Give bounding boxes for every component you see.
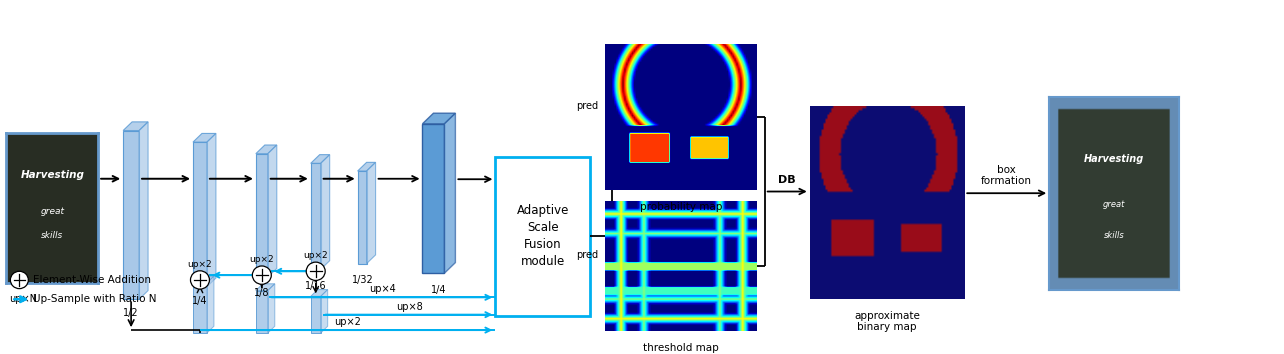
Polygon shape <box>422 124 444 273</box>
Polygon shape <box>139 122 148 299</box>
Polygon shape <box>193 133 216 142</box>
Polygon shape <box>256 154 268 277</box>
Polygon shape <box>444 113 456 273</box>
Text: DB: DB <box>778 175 796 185</box>
Text: 1/32: 1/32 <box>352 275 374 285</box>
Polygon shape <box>268 145 277 277</box>
Polygon shape <box>256 291 268 333</box>
Polygon shape <box>193 276 214 283</box>
Polygon shape <box>358 162 376 171</box>
Text: up×2: up×2 <box>303 251 327 260</box>
Text: 1/4: 1/4 <box>430 285 447 295</box>
Circle shape <box>10 271 28 289</box>
Polygon shape <box>311 163 321 269</box>
Polygon shape <box>358 171 367 264</box>
Text: box
formation: box formation <box>981 165 1032 187</box>
Polygon shape <box>268 284 275 333</box>
Text: pred: pred <box>577 101 598 111</box>
Circle shape <box>253 266 271 284</box>
Text: 1/16: 1/16 <box>304 281 326 291</box>
Text: up×2: up×2 <box>334 317 361 327</box>
Polygon shape <box>256 145 277 154</box>
Text: 1/2: 1/2 <box>123 308 139 318</box>
Text: Up-Sample with Ratio N: Up-Sample with Ratio N <box>33 294 157 304</box>
Text: up×8: up×8 <box>395 302 422 312</box>
Polygon shape <box>123 131 139 299</box>
Circle shape <box>306 262 325 280</box>
Text: up×4: up×4 <box>369 284 395 295</box>
Text: probability map: probability map <box>639 202 722 212</box>
Polygon shape <box>311 290 327 296</box>
Text: 1/8: 1/8 <box>254 288 270 298</box>
Polygon shape <box>311 155 330 163</box>
Polygon shape <box>321 155 330 269</box>
Polygon shape <box>367 162 376 264</box>
Text: approximate
binary map: approximate binary map <box>854 311 919 332</box>
Polygon shape <box>256 284 275 291</box>
Text: Adaptive
Scale
Fusion
module: Adaptive Scale Fusion module <box>516 204 569 268</box>
Polygon shape <box>422 113 456 124</box>
FancyBboxPatch shape <box>496 156 591 316</box>
Text: 1/4: 1/4 <box>193 296 208 306</box>
Polygon shape <box>193 283 207 333</box>
Polygon shape <box>311 296 321 333</box>
Text: threshold map: threshold map <box>643 343 719 353</box>
Polygon shape <box>193 142 207 287</box>
Polygon shape <box>207 133 216 287</box>
Text: up×2: up×2 <box>187 260 212 269</box>
Text: up×2: up×2 <box>249 255 275 264</box>
Polygon shape <box>321 290 327 333</box>
Text: Element-Wise Addition: Element-Wise Addition <box>33 275 152 285</box>
Text: up×N: up×N <box>9 294 37 304</box>
Polygon shape <box>207 276 214 333</box>
Circle shape <box>190 271 209 289</box>
Polygon shape <box>123 122 148 131</box>
Text: pred: pred <box>577 250 598 260</box>
